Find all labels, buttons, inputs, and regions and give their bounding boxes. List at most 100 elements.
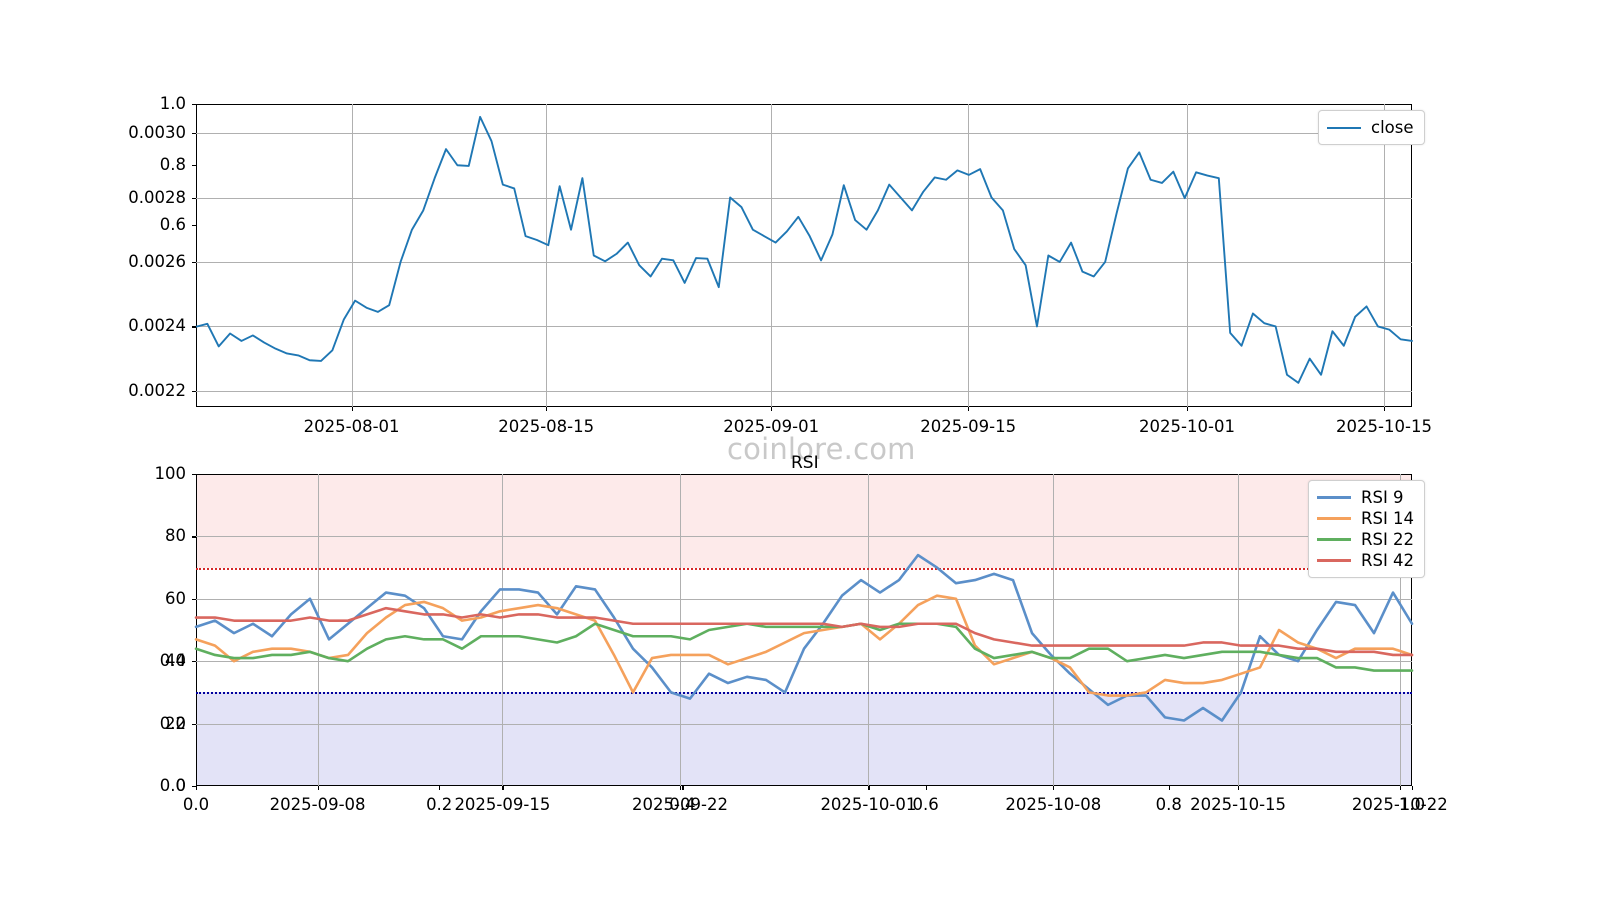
rsi-x-date-tick-4: 2025-10-08: [1005, 795, 1102, 814]
price-gridline-v-1: [546, 104, 548, 407]
price-legend-row-0: close: [1327, 117, 1414, 138]
rsi-y-tick-4: 80: [165, 526, 186, 546]
price-gridline-h-1: [196, 326, 1412, 328]
price-x-tick-3: 2025-09-15: [920, 417, 1017, 436]
rsi-x-date-tickmark-0: [317, 786, 319, 790]
price-legend[interactable]: close: [1318, 110, 1425, 145]
price-gridline-h-2: [196, 261, 1412, 263]
rsi-x-default-tick-5: 1.0: [1398, 795, 1426, 814]
price-x-tickmark-5: [1384, 407, 1386, 411]
price-y-tickmark-2: [192, 261, 196, 264]
price-gridline-h-0: [196, 390, 1412, 392]
rsi-legend-row-0: RSI 9: [1317, 487, 1414, 508]
price-y-tick-1: 0.0024: [128, 316, 186, 336]
rsi-legend-label-2: RSI 22: [1361, 530, 1415, 549]
rsi-x-date-tickmark-1: [502, 786, 504, 790]
rsi-x-default-tickmark-3: [925, 786, 927, 790]
rsi-y-tick-5: 100: [154, 464, 187, 483]
rsi-y-default-tick-2: 0.4: [159, 651, 186, 671]
price-legend-label-0: close: [1371, 118, 1414, 137]
price-gridline-h-3: [196, 197, 1412, 199]
rsi-y-tick-2: 40: [165, 651, 186, 671]
rsi-legend-label-3: RSI 42: [1361, 551, 1415, 570]
rsi-gridline-v-6: [1399, 474, 1401, 786]
rsi-x-date-tickmark-3: [868, 786, 870, 790]
price-x-tickmark-4: [1187, 407, 1189, 411]
price-line-plot: [195, 115, 1413, 384]
rsi-x-default-tickmark-5: [1412, 786, 1414, 790]
price-gridline-v-3: [968, 104, 970, 407]
rsi-line-swatch-icon-3: [1317, 559, 1351, 562]
price-gridline-v-5: [1384, 104, 1385, 407]
price-x-tickmark-1: [546, 407, 548, 411]
price-x-tickmark-0: [351, 407, 353, 411]
price-y-default-tickmark-2: [192, 104, 196, 106]
rsi-y-default-tickmark-1: [192, 723, 196, 725]
rsi-line-swatch-icon-2: [1317, 538, 1351, 541]
rsi-x-default-tick-4: 0.8: [1155, 795, 1182, 814]
rsi-x-date-tickmark-6: [1399, 786, 1401, 790]
price-x-tick-4: 2025-10-01: [1139, 417, 1235, 436]
rsi-y-default-tickmark-2: [192, 661, 196, 663]
rsi-y-tick-0: 0: [175, 776, 187, 795]
rsi-gridline-h-3: [196, 598, 1412, 600]
rsi-legend-row-2: RSI 22: [1317, 529, 1414, 550]
rsi-gridline-v-4: [1053, 474, 1055, 786]
price-y-tick-2: 0.0026: [128, 251, 186, 271]
rsi-legend-row-3: RSI 42: [1317, 550, 1414, 571]
rsi-y-tick-1: 20: [165, 713, 186, 733]
rsi-x-default-tick-0: 0.0: [182, 795, 210, 814]
rsi-threshold-line-70: [196, 567, 1412, 570]
price-y-default-tick-2: 1.0: [159, 94, 186, 113]
rsi-x-date-tick-5: 2025-10-15: [1190, 795, 1287, 814]
rsi-panel-title: RSI: [791, 453, 819, 473]
price-y-default-tickmark-1: [192, 164, 196, 166]
watermark: coinlore.com: [727, 432, 916, 466]
price-x-tick-2: 2025-09-01: [723, 417, 820, 436]
rsi-band-0: [196, 474, 1412, 568]
rsi-x-default-tickmark-0: [196, 786, 198, 790]
rsi-band-1: [196, 692, 1412, 786]
rsi-legend-label-1: RSI 14: [1361, 509, 1415, 528]
rsi-y-tick-3: 60: [165, 588, 186, 608]
rsi-legend-row-1: RSI 14: [1317, 508, 1414, 529]
price-x-tickmark-3: [968, 407, 970, 411]
price-y-tickmark-0: [192, 390, 196, 393]
rsi-line-plot: [194, 553, 1414, 722]
rsi-x-default-tickmark-4: [1168, 786, 1170, 790]
rsi-x-date-tick-3: 2025-10-01: [820, 795, 917, 814]
rsi-y-tickmark-3: [192, 598, 196, 600]
rsi-x-date-tickmark-5: [1238, 786, 1240, 790]
rsi-y-tickmark-5: [192, 474, 196, 476]
rsi-legend[interactable]: RSI 9 RSI 14 RSI 22 RSI 42: [1308, 480, 1426, 578]
rsi-x-date-tick-0: 2025-09-08: [269, 795, 366, 814]
price-gridline-v-0: [351, 104, 353, 407]
price-x-tick-0: 2025-08-01: [303, 417, 400, 436]
rsi-threshold-line-30: [196, 692, 1412, 695]
rsi-x-date-tick-6: 2025-10-22: [1351, 795, 1448, 814]
rsi-x-date-tickmark-2: [680, 786, 682, 790]
price-y-tick-0: 0.0022: [128, 380, 186, 400]
rsi-legend-label-0: RSI 9: [1361, 488, 1404, 507]
price-gridline-h-4: [196, 133, 1412, 134]
price-gridline-v-4: [1187, 104, 1188, 407]
rsi-gridline-v-5: [1238, 474, 1240, 786]
rsi-x-default-tick-3: 0.6: [912, 795, 939, 814]
rsi-y-tickmark-4: [192, 536, 196, 538]
rsi-x-default-tick-1: 0.2: [426, 795, 453, 814]
rsi-x-default-tickmark-2: [682, 786, 684, 790]
rsi-gridline-h-2: [196, 661, 1412, 663]
rsi-x-date-tick-2: 2025-09-22: [632, 795, 728, 814]
rsi-gridline-h-1: [196, 723, 1412, 725]
rsi-y-default-tickmark-0: [192, 786, 196, 788]
price-y-default-tick-1: 0.8: [159, 154, 186, 174]
price-x-tick-1: 2025-08-15: [498, 417, 595, 436]
price-y-default-tickmark-0: [192, 225, 196, 227]
rsi-x-default-tick-2: 0.4: [669, 795, 696, 814]
price-gridline-v-2: [771, 104, 773, 407]
rsi-x-date-tick-1: 2025-09-15: [454, 795, 551, 814]
rsi-y-default-tick-0: 0.0: [159, 776, 186, 795]
price-y-tick-4: 0.0030: [128, 123, 186, 142]
price-y-tickmark-4: [192, 133, 196, 135]
